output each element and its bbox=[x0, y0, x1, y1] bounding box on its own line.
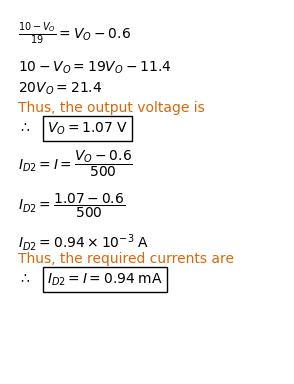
Text: Thus, the output voltage is: Thus, the output voltage is bbox=[18, 101, 204, 114]
Text: $20V_O = 21.4$: $20V_O = 21.4$ bbox=[18, 81, 102, 97]
Text: $\therefore$: $\therefore$ bbox=[18, 121, 30, 134]
Text: $I_{D2} = I = \dfrac{V_O - 0.6}{500}$: $I_{D2} = I = \dfrac{V_O - 0.6}{500}$ bbox=[18, 148, 133, 179]
Text: Thus, the required currents are: Thus, the required currents are bbox=[18, 252, 234, 265]
Text: $\therefore$: $\therefore$ bbox=[18, 271, 30, 285]
Text: $V_O = 1.07\; \mathrm{V}$: $V_O = 1.07\; \mathrm{V}$ bbox=[47, 121, 128, 137]
Text: $I_{D2} = I = 0.94\; \mathrm{mA}$: $I_{D2} = I = 0.94\; \mathrm{mA}$ bbox=[47, 271, 163, 288]
Text: $\frac{10-V_O}{19} = V_O - 0.6$: $\frac{10-V_O}{19} = V_O - 0.6$ bbox=[18, 21, 131, 47]
Text: $I_{D2} = \dfrac{1.07 - 0.6}{500}$: $I_{D2} = \dfrac{1.07 - 0.6}{500}$ bbox=[18, 192, 125, 220]
Text: $10 - V_O = 19V_O - 11.4$: $10 - V_O = 19V_O - 11.4$ bbox=[18, 60, 171, 76]
Text: $I_{D2} = 0.94 \times 10^{-3}\; \mathrm{A}$: $I_{D2} = 0.94 \times 10^{-3}\; \mathrm{… bbox=[18, 232, 148, 253]
